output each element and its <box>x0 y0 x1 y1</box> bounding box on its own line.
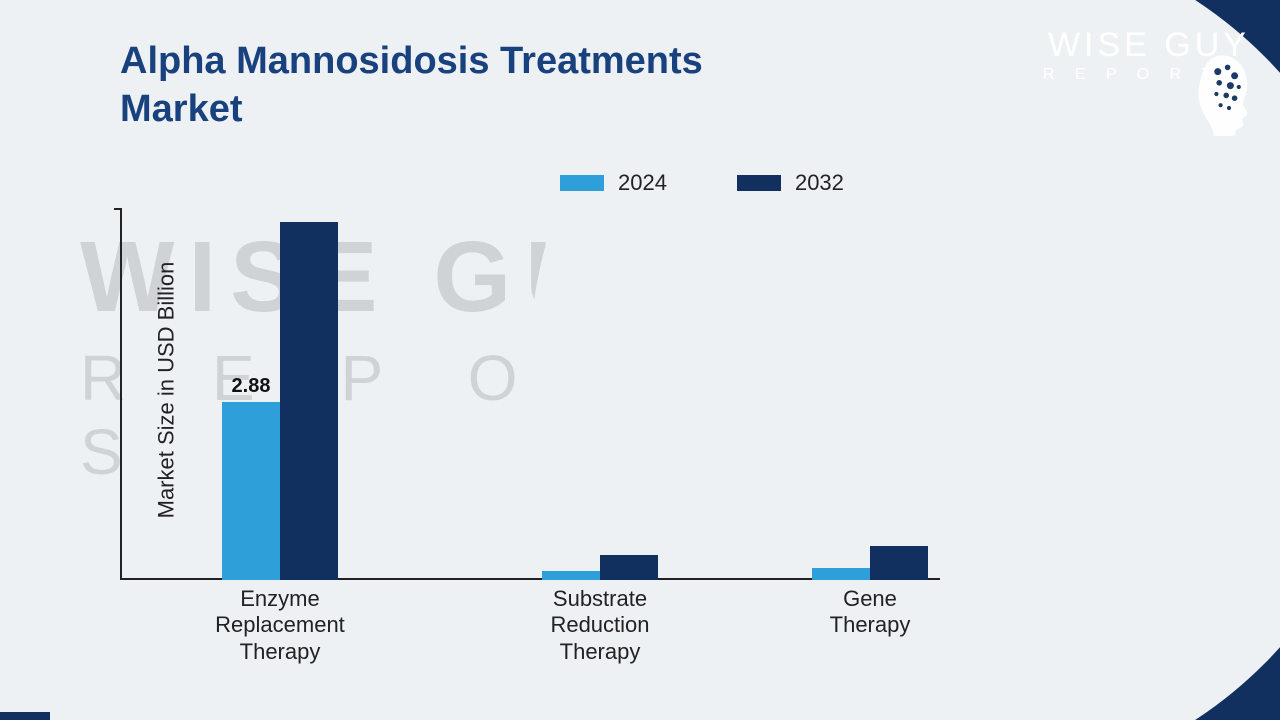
legend-label-2032: 2032 <box>795 170 844 196</box>
legend-item-2024: 2024 <box>560 170 667 196</box>
category-label: GeneTherapy <box>770 586 970 639</box>
legend-swatch-2032 <box>737 175 781 191</box>
axis-tick <box>114 208 122 210</box>
legend-swatch-2024 <box>560 175 604 191</box>
value-label: 2.88 <box>232 375 271 398</box>
bar <box>812 568 870 580</box>
legend-label-2024: 2024 <box>618 170 667 196</box>
bar <box>280 222 338 580</box>
bar <box>600 555 658 580</box>
chart-title: Alpha Mannosidosis Treatments Market <box>120 38 760 133</box>
plot-area: EnzymeReplacementTherapySubstrateReducti… <box>120 210 940 580</box>
footer-strip <box>0 712 50 720</box>
y-axis-line <box>120 210 122 580</box>
bar-group <box>500 555 700 580</box>
bar-group <box>770 546 970 580</box>
legend: 2024 2032 <box>560 170 844 196</box>
logo-head-icon <box>1180 52 1250 136</box>
category-label: SubstrateReductionTherapy <box>500 586 700 665</box>
bar <box>542 571 600 580</box>
legend-item-2032: 2032 <box>737 170 844 196</box>
chart-canvas: WISE GUY R E P O R T S WISE GUY R E P O … <box>0 0 1280 720</box>
brand-logo: WISE GUY R E P O R T S <box>1043 28 1250 84</box>
bar <box>222 402 280 580</box>
bar-group <box>180 222 380 580</box>
category-label: EnzymeReplacementTherapy <box>180 586 380 665</box>
bar <box>870 546 928 580</box>
